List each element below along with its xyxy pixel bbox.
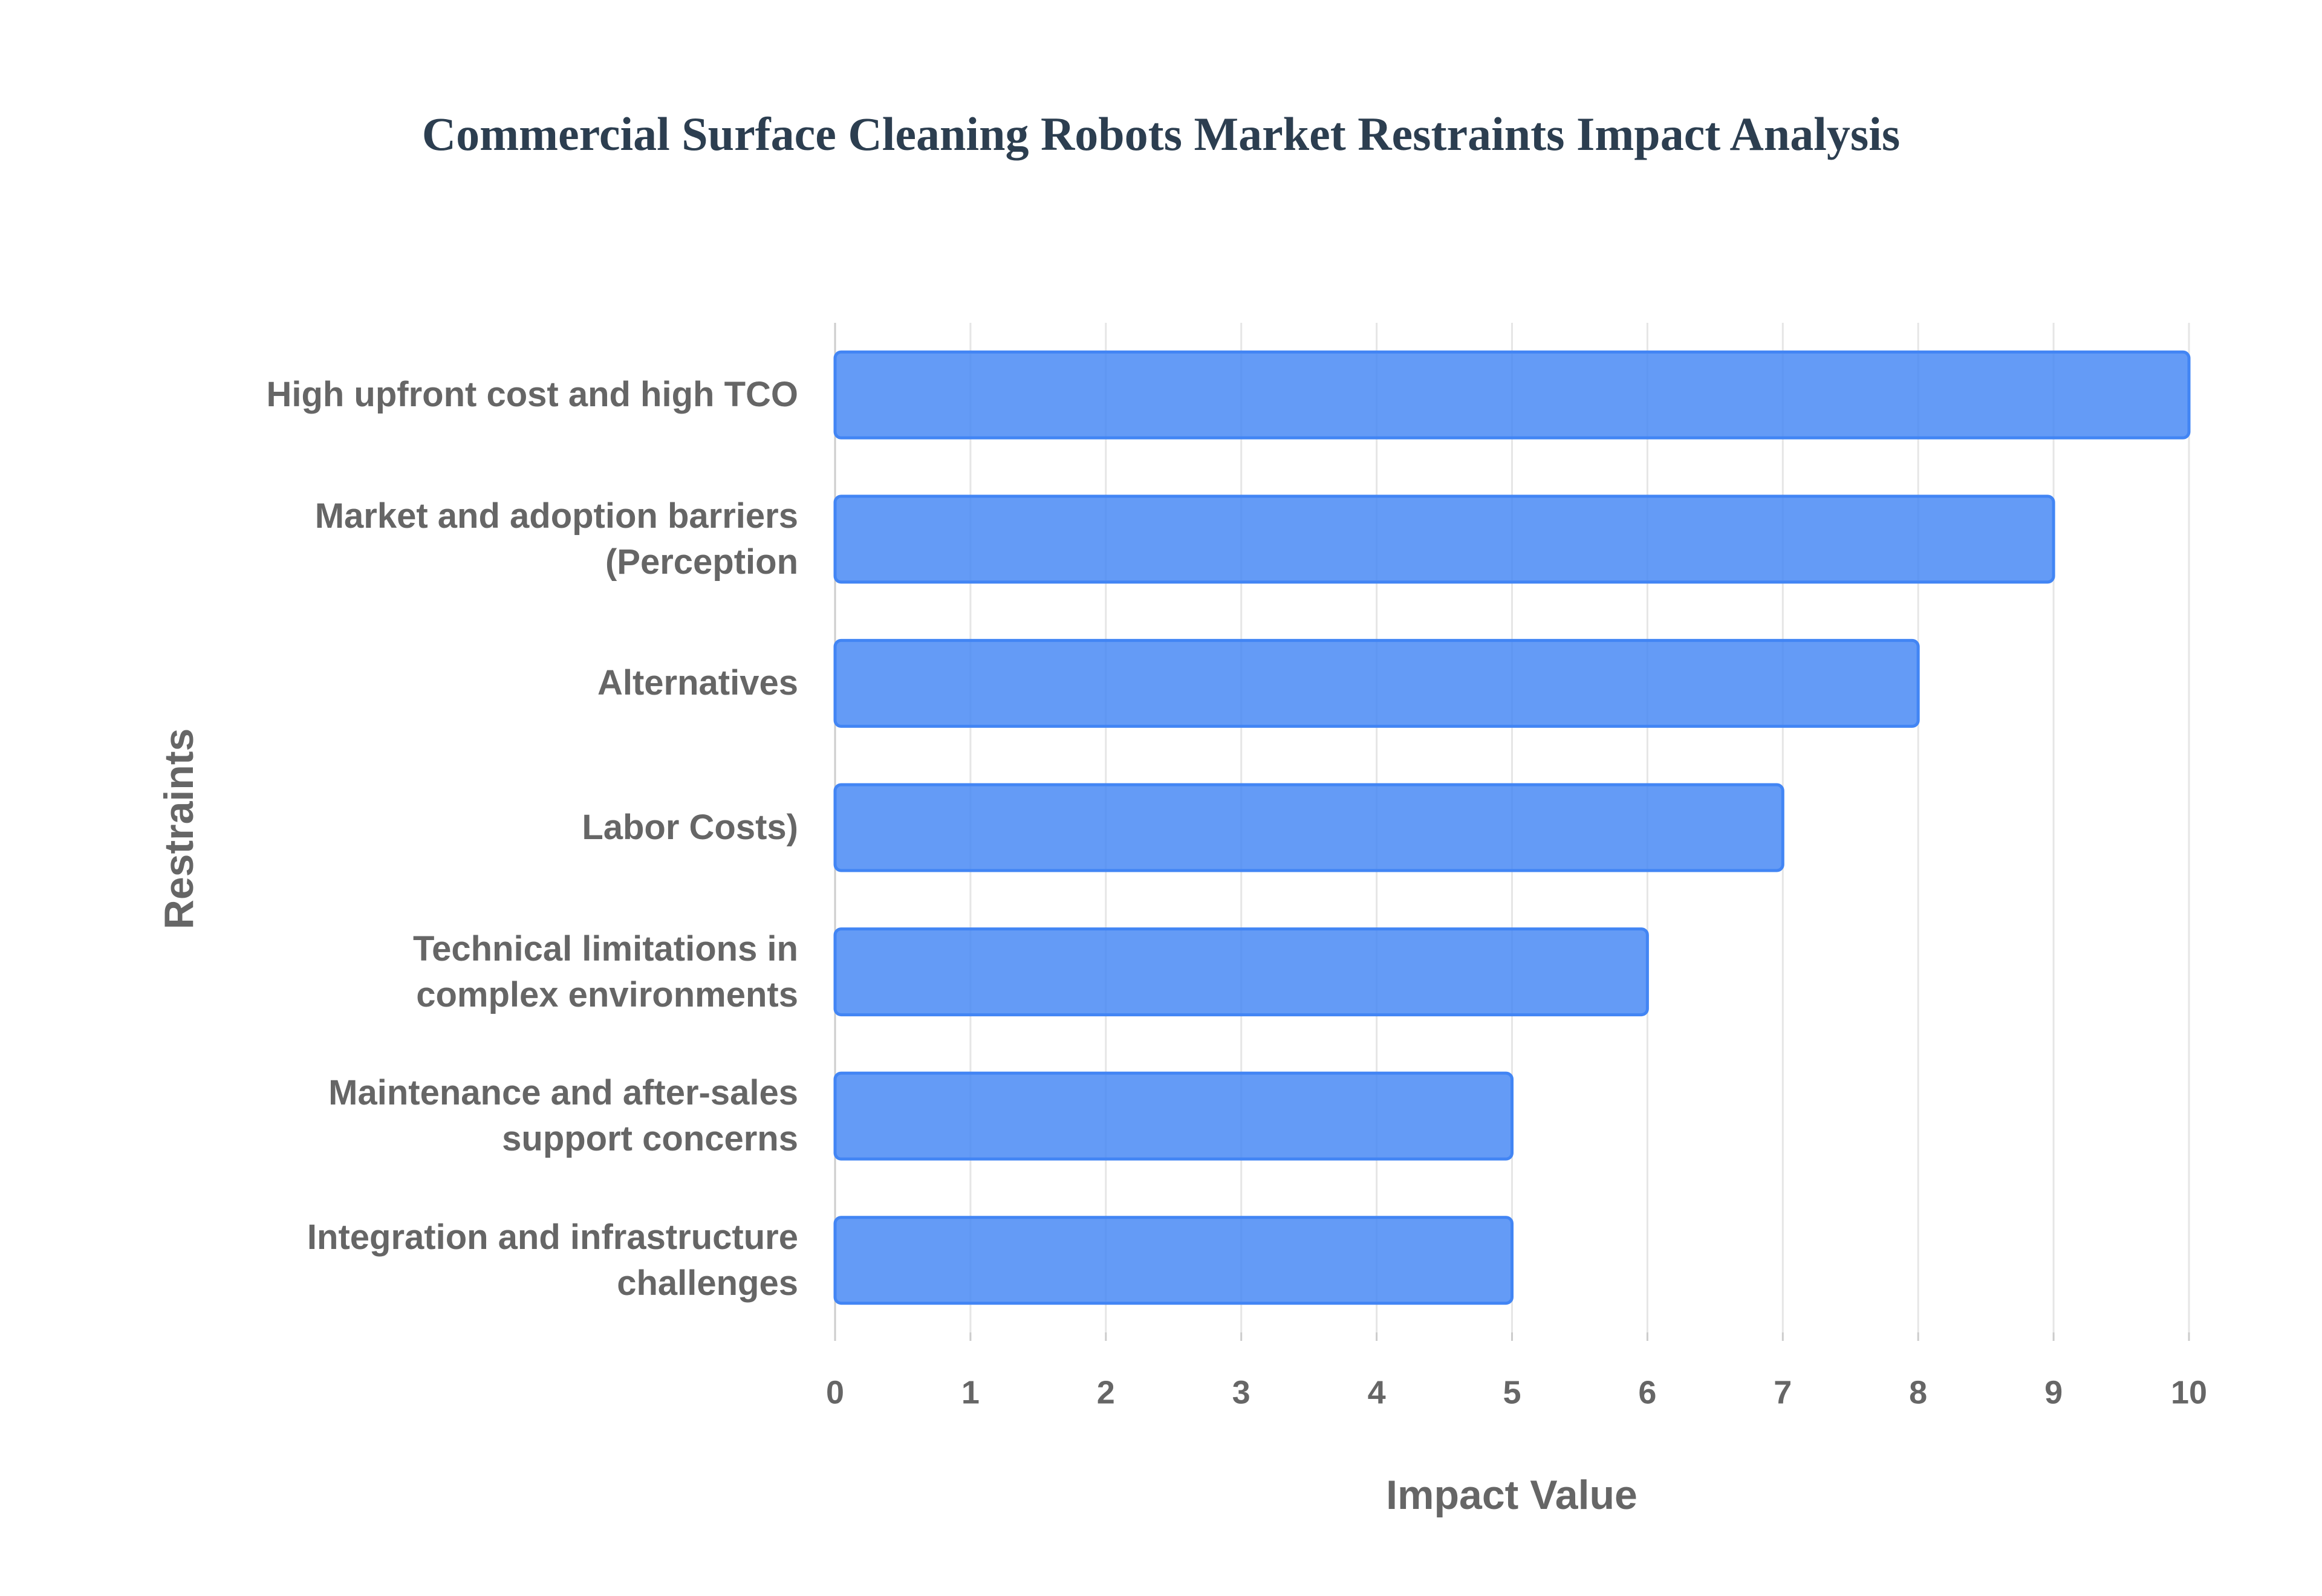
x-tick-label: 7 [1774, 1374, 1792, 1410]
y-tick-label: Alternatives [597, 663, 798, 703]
y-tick-label: Maintenance and after-sales support conc… [328, 1073, 798, 1159]
x-tick-label: 4 [1368, 1374, 1386, 1410]
x-tick-label: 1 [961, 1374, 980, 1410]
y-axis-title: Restraints [156, 728, 202, 930]
bar [833, 1216, 1514, 1305]
bar [833, 638, 1920, 728]
bar [833, 783, 1784, 872]
y-tick-label: High upfront cost and high TCO [266, 375, 798, 415]
y-tick-label: Labor Costs) [582, 808, 798, 847]
bar [833, 495, 2055, 584]
bar [833, 350, 2191, 440]
x-tick-label: 9 [2044, 1374, 2063, 1410]
bar [833, 927, 1649, 1017]
x-tick-label: 6 [1638, 1374, 1656, 1410]
x-tick-label: 10 [2171, 1374, 2207, 1410]
x-tick-label: 3 [1232, 1374, 1250, 1410]
x-tick-label: 2 [1097, 1374, 1115, 1410]
y-tick-label: Market and adoption barriers (Perception [314, 496, 798, 582]
x-tick-label: 5 [1503, 1374, 1521, 1410]
x-axis-title: Impact Value [1386, 1472, 1637, 1518]
x-tick-label: 0 [826, 1374, 844, 1410]
x-tick-label: 8 [1909, 1374, 1927, 1410]
bar [833, 1071, 1514, 1161]
chart-title: Commercial Surface Cleaning Robots Marke… [422, 108, 1901, 160]
y-tick-label: Technical limitations in complex environ… [412, 929, 798, 1014]
y-tick-label: Integration and infrastructure challenge… [307, 1217, 798, 1303]
